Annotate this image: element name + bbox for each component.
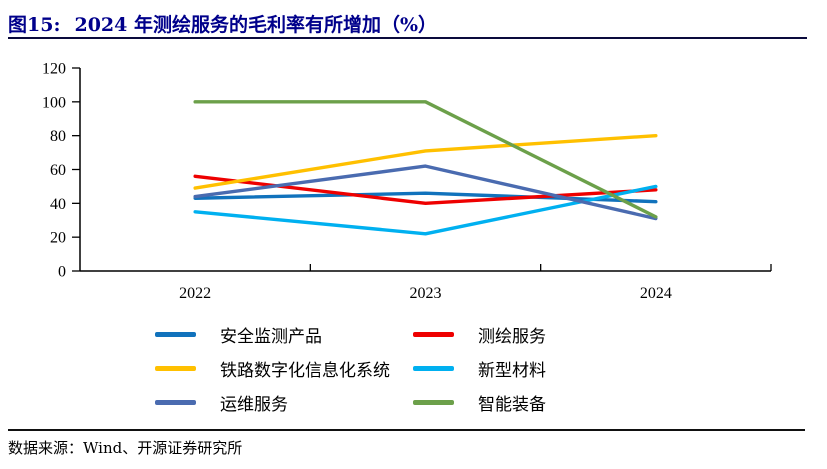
series-line-6: [193, 100, 658, 219]
legend-label: 新型材料: [478, 360, 546, 381]
figure-label: 图15:: [8, 14, 61, 36]
legend-item-series-5: 运维服务: [155, 391, 288, 415]
legend-swatch: [155, 331, 196, 337]
legend-item-series-3: 铁路数字化信息化系统: [155, 357, 390, 381]
legend-label: 安全监测产品: [220, 326, 322, 347]
figure-title: 2024 年测绘服务的毛利率有所增加（%）: [74, 14, 438, 36]
legend-swatch: [413, 399, 454, 405]
line-chart: 0 20 40 60 80 100 120 2022 2023 2024: [42, 61, 772, 302]
footer-divider: [8, 429, 805, 431]
legend-item-series-6: 智能装备: [413, 391, 546, 415]
series-line-5: [193, 164, 658, 221]
x-axis-tick-label: 2024: [640, 285, 672, 302]
legend-label: 测绘服务: [478, 326, 546, 347]
y-axis-tick-label: 0: [58, 264, 66, 281]
data-source-note: 数据来源：Wind、开源证券研究所: [8, 439, 243, 457]
legend-swatch: [155, 399, 196, 405]
legend-label: 智能装备: [478, 394, 546, 415]
legend-item-series-1: 安全监测产品: [155, 323, 322, 347]
y-axis-tick-label: 20: [50, 230, 66, 247]
series-line-3: [193, 133, 658, 190]
y-axis-tick-label: 100: [42, 94, 66, 111]
x-axis-tick-label: 2023: [410, 285, 442, 302]
legend-label: 铁路数字化信息化系统: [220, 360, 390, 381]
series-line-1: [193, 191, 658, 204]
y-axis-tick-label: 60: [50, 162, 66, 179]
legend-swatch: [413, 331, 454, 337]
title-divider: [8, 37, 807, 39]
y-axis-tick-label: 120: [42, 61, 66, 78]
legend-swatch: [155, 365, 196, 371]
y-axis-tick-label: 40: [50, 196, 66, 213]
legend-swatch: [413, 365, 454, 371]
legend-item-series-2: 测绘服务: [413, 323, 546, 347]
legend-label: 运维服务: [220, 394, 288, 415]
y-axis-tick-label: 80: [50, 128, 66, 145]
legend-item-series-4: 新型材料: [413, 357, 546, 381]
x-axis-tick-label: 2022: [179, 285, 211, 302]
figure-header: 图15: 2024 年测绘服务的毛利率有所增加（%）: [8, 10, 437, 37]
